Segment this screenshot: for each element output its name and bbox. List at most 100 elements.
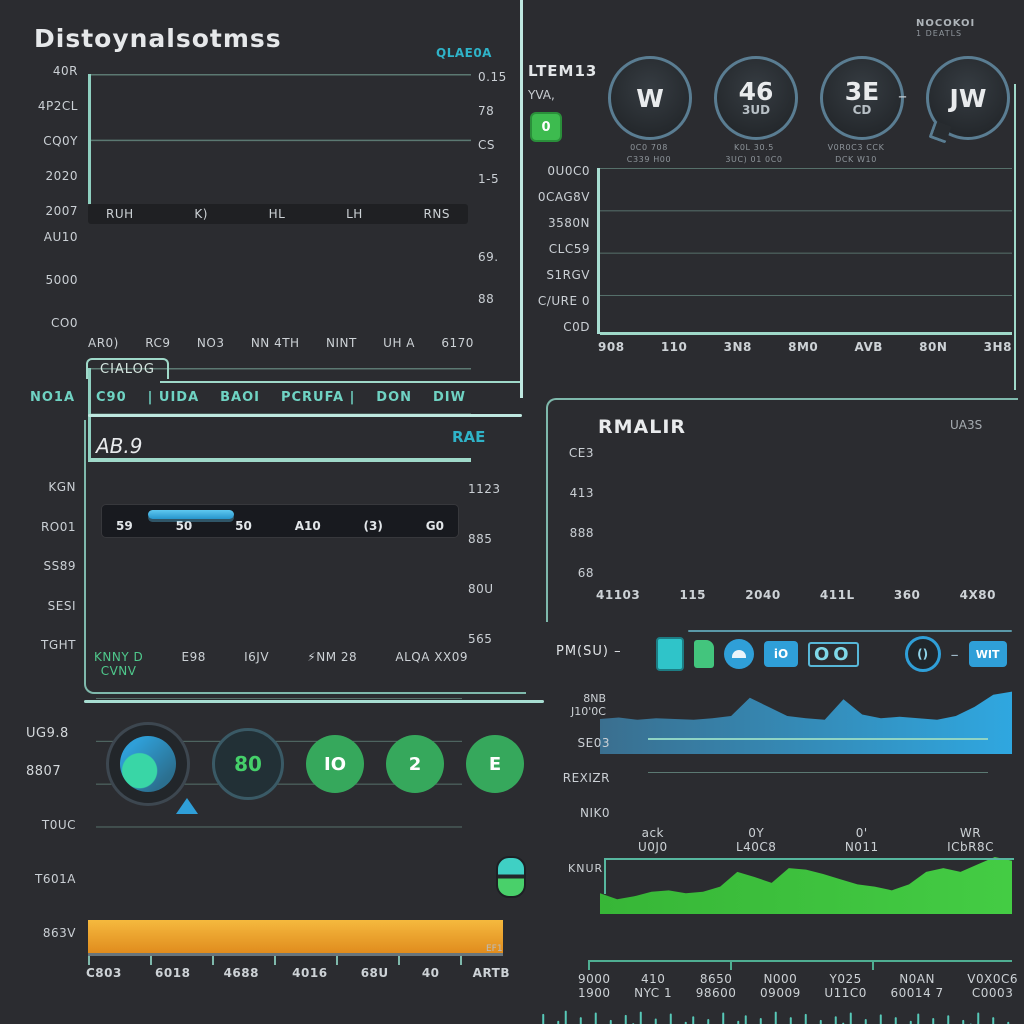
power-circle-icon[interactable]: (): [904, 636, 941, 672]
icons-row-label: PM(SU) –: [556, 644, 622, 659]
badge-glyph: W: [636, 83, 664, 113]
corner-meta: NOCOKOI 1 DEATLS: [916, 18, 975, 38]
range-slider-fill[interactable]: [148, 510, 234, 519]
home-badge-icon[interactable]: WIT: [968, 641, 1007, 667]
badge-glyph: JW: [949, 83, 987, 113]
dash-separator: –: [950, 644, 959, 664]
ab9-panel-title: AB.9: [96, 434, 143, 458]
y-tick-label: AU10: [43, 230, 78, 244]
stat-badge-row: W 46 3UD 3E CD JW: [608, 56, 1010, 140]
y-tick-label: CLC59: [548, 242, 590, 256]
x-tick-label: K): [194, 207, 208, 221]
vertical-divider: [520, 0, 523, 398]
y-tick-label: 863V: [42, 926, 76, 940]
x-tick-label: KNNY D CVNV: [94, 650, 144, 678]
right-tick-label: 80U: [468, 582, 494, 596]
x-tick-label: ARTB: [472, 966, 510, 980]
file-icon[interactable]: [694, 640, 714, 668]
x-tick-label: 0Y L40C8: [735, 826, 777, 854]
ab9-panel-border: [84, 420, 526, 694]
tab-item[interactable]: C90: [96, 390, 127, 405]
x-tick-label: 410 NYC 1: [634, 972, 673, 1000]
green-circle-button-3[interactable]: E: [466, 735, 524, 793]
badge-glyph: 46: [738, 76, 774, 106]
y-tick-label: KGN: [48, 480, 76, 494]
radio-device-icon[interactable]: iO: [764, 641, 798, 667]
swirl-icon: [120, 736, 176, 792]
stat-circle-button[interactable]: 80: [212, 728, 284, 800]
side-label-top: UG9.8: [26, 726, 69, 741]
badge-glyph: 3E: [844, 76, 880, 106]
icons-row-line: [688, 630, 1012, 632]
x-tick-label: 6018: [155, 966, 191, 980]
y-tick-label: 40R: [52, 64, 78, 78]
home-badge-label: WIT: [975, 647, 1000, 661]
mini-icon-row: iO OO () – WIT: [656, 636, 1007, 672]
x-tick-label: C803: [86, 966, 122, 980]
x-tick-label: 411L: [819, 588, 855, 602]
rmalir-title: RMALIR: [598, 416, 687, 438]
items-sublabel: YVA,: [528, 88, 555, 102]
y-tick-label: SESI: [47, 598, 76, 613]
y-tick-label: RO01: [40, 519, 76, 534]
tab-item[interactable]: NO1A: [30, 390, 76, 405]
tab-item[interactable]: BAOI: [220, 390, 260, 405]
logo-swirl-button[interactable]: [106, 722, 190, 806]
button-label: 0: [541, 119, 551, 135]
second-chart-right-axis: 69. 88: [478, 250, 518, 306]
x-tick-label: 2040: [745, 588, 781, 602]
bottom-left-axis-ticks: [88, 953, 503, 965]
badge-sublabel: 3UD: [741, 102, 771, 117]
x-tick-label: NO3: [196, 336, 225, 350]
tab-item[interactable]: PCRUFA |: [280, 390, 356, 405]
range-slider-track[interactable]: 59 50 50 A10 (3) G0: [102, 505, 458, 537]
x-tick-label: UH A: [383, 336, 416, 350]
x-tick-label: RUH: [106, 207, 134, 221]
x-tick-label: ⚡NM 28: [307, 650, 358, 664]
corner-meta-sub: 1 DEATLS: [916, 29, 963, 38]
stat-badge-1[interactable]: W: [608, 56, 692, 140]
mid-waveform: [532, 1008, 1012, 1024]
stat-badge-4[interactable]: JW: [926, 56, 1010, 140]
stat-badge-2[interactable]: 46 3UD: [714, 56, 798, 140]
green-square-button[interactable]: 0: [530, 112, 562, 142]
top-bar-chart: [88, 74, 471, 204]
top-chart-x-axis: RUH K) HL LH RNS: [88, 204, 468, 224]
x-tick-label: ALQA XX09: [395, 650, 468, 664]
chart-tag: QLAE0A: [436, 46, 492, 60]
tab-underline: [88, 414, 522, 417]
right-tick-label: 0.15: [478, 70, 507, 84]
waveform-panel-leftline: [604, 858, 606, 894]
x-tick-label: 8650 98600: [695, 972, 737, 1000]
slider-tick-label: 50: [235, 519, 252, 533]
tab-group-label: CIALOG: [86, 358, 169, 379]
green-circle-button-1[interactable]: IO: [306, 735, 364, 793]
slider-tick-label: (3): [363, 519, 383, 533]
y-tick-label: 0U0C0: [547, 164, 590, 178]
dual-chart-upper-band: [600, 678, 1012, 754]
ab9-panel-tag: RAE: [452, 428, 486, 446]
dual-chart-axis-line: [597, 168, 600, 334]
right-tick-label: 1-5: [478, 172, 500, 186]
side-label-bottom: 8807: [26, 764, 62, 779]
dual-chart-grid: [600, 168, 1012, 334]
tab-item[interactable]: | UIDA: [147, 390, 200, 405]
right-edge-line: [1014, 84, 1016, 390]
green-circle-button-2[interactable]: 2: [386, 735, 444, 793]
signal-circle-icon[interactable]: [724, 639, 754, 669]
chip-icon[interactable]: [656, 637, 684, 671]
right-tick-label: 1123: [468, 482, 501, 496]
circle-label: 2: [408, 753, 422, 775]
x-tick-label: 360: [893, 588, 921, 602]
y-tick-label: CQ0Y: [43, 134, 78, 148]
tab-item[interactable]: DON: [376, 390, 413, 405]
capsule-indicator-icon[interactable]: [496, 856, 526, 898]
right-tick-label: 885: [468, 532, 493, 546]
tab-item[interactable]: DIW: [432, 390, 466, 405]
ef1-label: EF1: [486, 944, 503, 954]
x-tick-label: 110: [660, 340, 688, 354]
stat-badge-3[interactable]: 3E CD: [820, 56, 904, 140]
counter-boxes-icon[interactable]: OO: [808, 641, 859, 667]
y-tick-label: 2020: [45, 169, 78, 183]
